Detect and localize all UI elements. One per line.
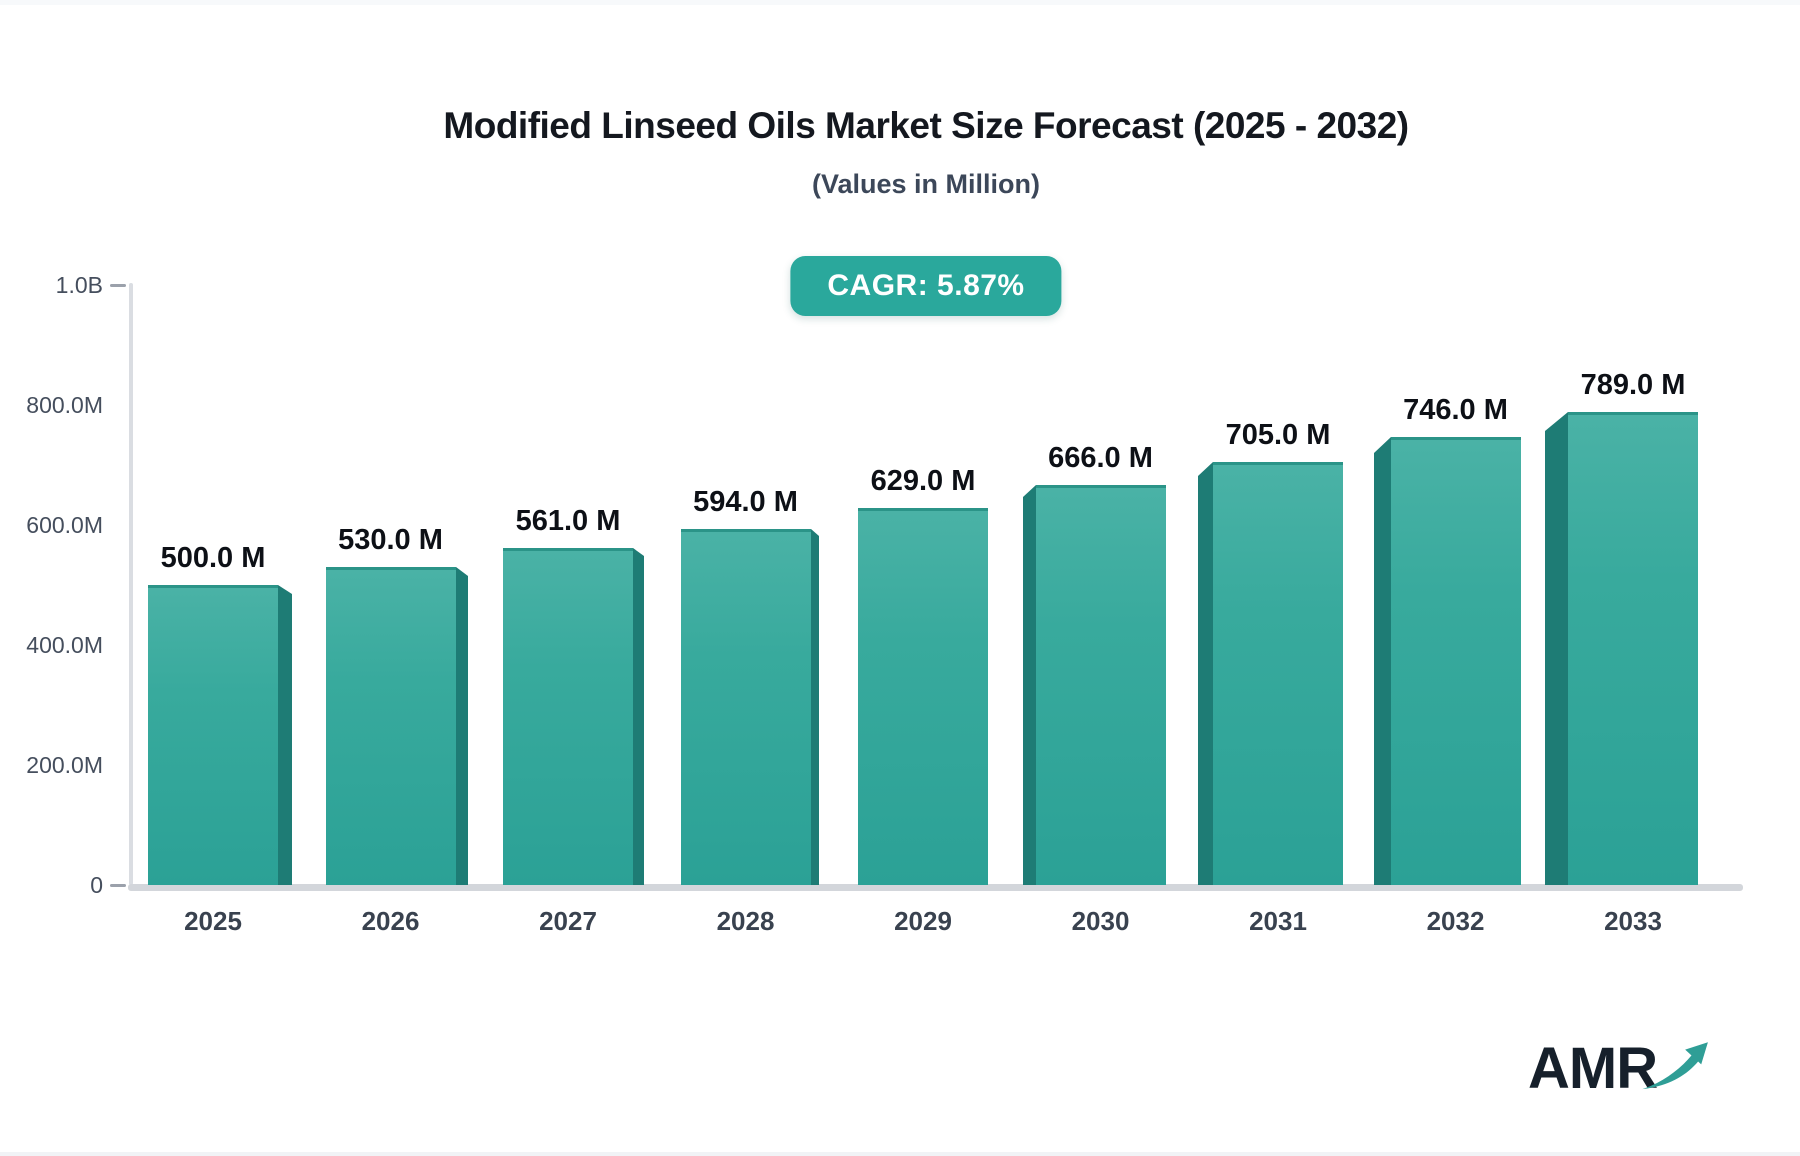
y-axis-tick-mark bbox=[110, 284, 126, 287]
y-axis-tick-label: 400.0M bbox=[26, 632, 103, 658]
y-axis-tick-label: 600.0M bbox=[26, 512, 103, 538]
cagr-badge: CAGR: 5.87% bbox=[790, 256, 1062, 316]
y-axis-tick-label: 1.0B bbox=[55, 272, 103, 298]
bar-side-face-2028 bbox=[811, 529, 819, 885]
bar-value-label-2027: 561.0 M bbox=[515, 505, 621, 537]
bar-side-face-2033 bbox=[1545, 412, 1568, 885]
bar-side-face-2025 bbox=[278, 585, 292, 885]
page-top-border bbox=[0, 0, 1800, 5]
bar-2031[interactable] bbox=[1213, 462, 1343, 885]
bar-value-label-2029: 629.0 M bbox=[870, 465, 976, 497]
bar-side-face-2026 bbox=[456, 567, 468, 885]
bar-2032[interactable] bbox=[1391, 437, 1521, 885]
y-axis-tick-label: 800.0M bbox=[26, 392, 103, 418]
bar-value-label-2028: 594.0 M bbox=[693, 486, 798, 518]
bar-2030[interactable] bbox=[1036, 485, 1166, 885]
bar-value-label-2026: 530.0 M bbox=[338, 524, 443, 556]
y-axis-tick-label: 200.0M bbox=[26, 752, 103, 778]
bar-2028[interactable] bbox=[681, 529, 811, 885]
bar-2029[interactable] bbox=[858, 508, 988, 885]
y-axis-tick-mark bbox=[110, 884, 126, 887]
amr-logo: AMR bbox=[1528, 1026, 1708, 1112]
bar-value-label-2031: 705.0 M bbox=[1225, 419, 1331, 451]
x-axis-label-2025: 2025 bbox=[184, 906, 242, 936]
x-axis-label-2029: 2029 bbox=[894, 906, 952, 936]
bar-side-face-2027 bbox=[633, 548, 644, 885]
x-axis-label-2031: 2031 bbox=[1249, 906, 1307, 936]
growth-arrow-icon bbox=[1642, 1042, 1708, 1090]
x-axis-label-2028: 2028 bbox=[716, 906, 775, 936]
page-bottom-border bbox=[0, 1152, 1800, 1156]
y-axis-tick-label: 0 bbox=[90, 872, 103, 898]
x-axis-label-2027: 2027 bbox=[539, 906, 597, 936]
bar-2033[interactable] bbox=[1568, 412, 1698, 885]
y-axis-line bbox=[129, 283, 133, 885]
bar-side-face-2032 bbox=[1374, 437, 1391, 885]
bar-value-label-2030: 666.0 M bbox=[1048, 442, 1153, 474]
bar-value-label-2025: 500.0 M bbox=[160, 542, 266, 574]
x-axis-label-2033: 2033 bbox=[1604, 906, 1662, 936]
bar-value-label-2032: 746.0 M bbox=[1403, 394, 1508, 426]
bar-side-face-2031 bbox=[1198, 462, 1213, 885]
amr-logo-text: AMR bbox=[1528, 1036, 1658, 1101]
bar-side-face-2030 bbox=[1023, 485, 1036, 885]
bar-2027[interactable] bbox=[503, 548, 633, 885]
bar-2026[interactable] bbox=[326, 567, 456, 885]
chart-title: Modified Linseed Oils Market Size Foreca… bbox=[443, 105, 1409, 146]
x-axis-label-2030: 2030 bbox=[1071, 906, 1130, 936]
chart-subtitle: (Values in Million) bbox=[811, 169, 1041, 199]
x-axis-label-2026: 2026 bbox=[361, 906, 420, 936]
x-axis-label-2032: 2032 bbox=[1426, 906, 1485, 936]
bar-value-label-2033: 789.0 M bbox=[1580, 369, 1686, 401]
x-axis-baseline bbox=[128, 884, 1743, 891]
bar-2025[interactable] bbox=[148, 585, 278, 885]
